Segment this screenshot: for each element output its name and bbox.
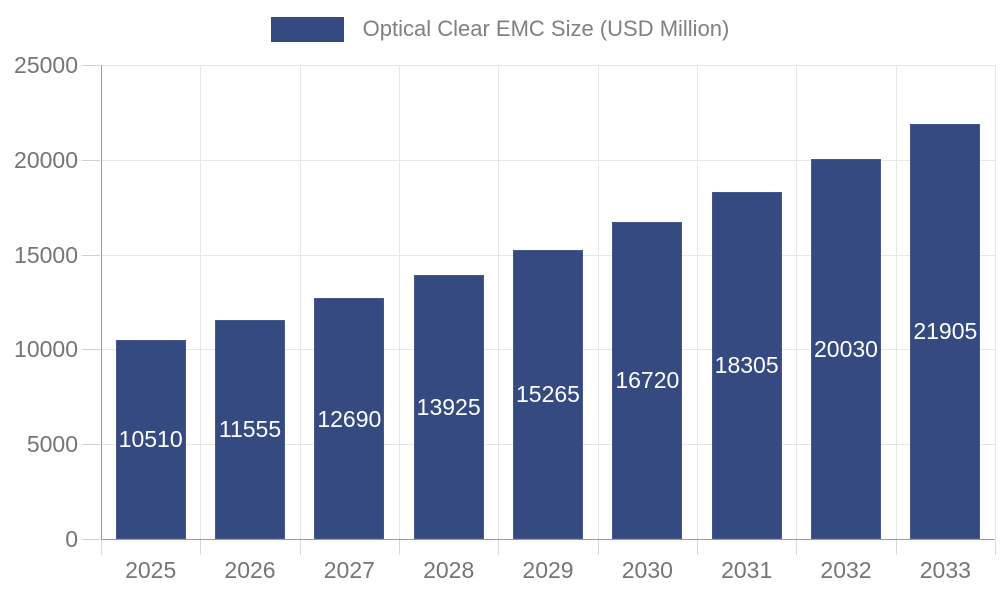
bar-value-label: 12690: [317, 405, 382, 432]
x-gridline: [498, 65, 500, 539]
bar-value-label: 13925: [416, 393, 481, 420]
y-gridline: [101, 65, 995, 66]
x-axis-line: [101, 539, 995, 540]
legend[interactable]: Optical Clear EMC Size (USD Million): [0, 16, 1000, 42]
x-tick-mark: [399, 540, 400, 555]
y-tick-label: 5000: [26, 431, 78, 458]
y-axis-line: [101, 65, 102, 539]
x-gridline: [697, 65, 698, 539]
bar-value-label: 18305: [714, 352, 779, 379]
x-tick-mark: [995, 540, 996, 555]
y-tick-label: 15000: [14, 241, 78, 268]
bar-2030[interactable]: 16720: [612, 221, 683, 539]
y-tick-mark: [82, 254, 100, 256]
y-tick-label: 10000: [14, 336, 78, 363]
x-tick-label-2031: 2031: [721, 557, 773, 583]
y-tick-mark: [82, 159, 100, 161]
x-gridline: [995, 65, 996, 539]
bar-value-label: 15265: [516, 381, 580, 408]
bar-value-label: 11555: [218, 416, 282, 443]
bar-2027[interactable]: 12690: [314, 298, 385, 539]
y-tick-mark: [82, 65, 100, 66]
y-tick-mark: [82, 349, 100, 351]
y-tick-label: 25000: [14, 52, 78, 78]
bar-2026[interactable]: 11555: [215, 319, 285, 539]
y-gridline: [101, 159, 995, 161]
x-tick-label-2029: 2029: [522, 557, 574, 583]
x-tick-label-2026: 2026: [224, 557, 276, 583]
x-gridline: [895, 65, 897, 539]
x-tick-mark: [895, 540, 897, 555]
bar-2025[interactable]: 10510: [115, 339, 186, 539]
bar-2029[interactable]: 15265: [513, 249, 583, 539]
x-tick-mark: [299, 540, 301, 555]
x-tick-label-2032: 2032: [820, 557, 872, 583]
bar-value-label: 10510: [118, 426, 183, 453]
x-tick-mark: [697, 540, 698, 555]
x-tick-mark: [200, 540, 202, 555]
bar-value-label: 16720: [615, 367, 680, 394]
x-tick-mark: [796, 540, 798, 555]
x-tick-label-2028: 2028: [423, 557, 475, 583]
bar-2033[interactable]: 21905: [910, 123, 981, 539]
x-gridline: [200, 65, 202, 539]
bar-2028[interactable]: 13925: [413, 274, 484, 539]
x-gridline: [399, 65, 400, 539]
bar-value-label: 20030: [814, 336, 878, 363]
legend-label: Optical Clear EMC Size (USD Million): [362, 16, 730, 41]
x-tick-label-2027: 2027: [323, 557, 375, 583]
bar-value-label: 21905: [913, 318, 978, 345]
x-gridline: [597, 65, 599, 539]
y-tick-mark: [82, 444, 100, 446]
legend-swatch-icon: [270, 16, 344, 42]
y-tick-label: 0: [65, 526, 78, 552]
bar-2031[interactable]: 18305: [711, 191, 782, 539]
x-tick-label-2033: 2033: [919, 557, 971, 583]
x-tick-mark: [101, 540, 102, 555]
y-tick-label: 20000: [14, 146, 78, 173]
bar-2032[interactable]: 20030: [811, 159, 881, 539]
x-tick-label-2025: 2025: [125, 557, 177, 583]
x-tick-mark: [597, 540, 599, 555]
x-gridline: [299, 65, 301, 539]
x-tick-label-2030: 2030: [621, 557, 673, 583]
x-gridline: [796, 65, 798, 539]
x-tick-mark: [498, 540, 500, 555]
y-tick-mark: [82, 539, 100, 540]
